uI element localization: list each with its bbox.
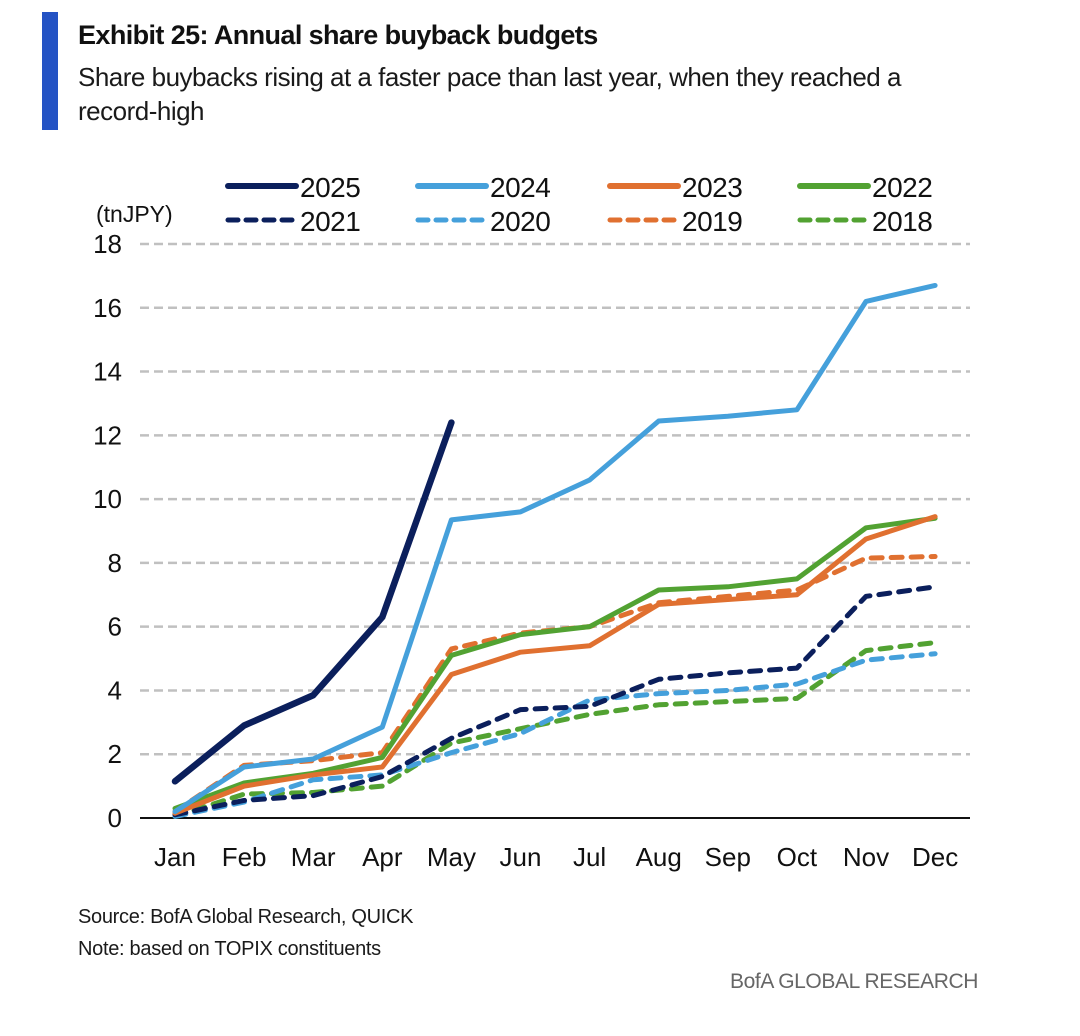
x-tick-label: Jul (573, 842, 606, 872)
footnote: Note: based on TOPIX constituents (78, 938, 381, 960)
legend: 2025 2024 2023 2022 2021 2020 2019 2018 (225, 172, 933, 237)
series-line-2025 (171, 419, 455, 785)
accent-bar (42, 12, 58, 130)
y-tick-label: 6 (108, 612, 122, 642)
x-tick-label: Oct (777, 842, 818, 872)
series-line-2018 (172, 640, 938, 819)
y-axis-ticks: 0 2 4 6 8 10 12 14 16 18 (93, 229, 122, 833)
legend-label: 2025 (300, 172, 360, 203)
y-tick-label: 0 (108, 803, 122, 833)
y-axis-unit-label: (tnJPY) (96, 201, 173, 227)
x-tick-label: Mar (291, 842, 336, 872)
x-tick-label: Dec (912, 842, 958, 872)
x-axis-ticks: Jan Feb Mar Apr May Jun Jul Aug Sep Oct Nov Dec (154, 842, 958, 872)
legend-label: 2019 (682, 206, 742, 237)
x-tick-label: May (427, 842, 476, 872)
y-tick-label: 18 (93, 229, 122, 259)
legend-label: 2022 (872, 172, 932, 203)
legend-item-2018: 2018 (797, 206, 933, 237)
series-line-2021 (172, 584, 938, 818)
y-tick-label: 2 (108, 739, 122, 769)
x-tick-label: Sep (705, 842, 751, 872)
legend-item-2022: 2022 (797, 172, 933, 203)
y-tick-label: 4 (108, 675, 122, 705)
chart-title: Exhibit 25: Annual share buyback budgets (78, 20, 598, 50)
series-line-2023 (172, 514, 938, 816)
y-tick-label: 16 (93, 293, 122, 323)
legend-item-2023: 2023 (607, 172, 743, 203)
series-line-2022 (172, 515, 938, 811)
x-tick-label: Jan (154, 842, 196, 872)
source-note: Source: BofA Global Research, QUICK (78, 906, 414, 928)
series-line-2024 (172, 282, 938, 815)
chart-subtitle: Share buybacks rising at a faster pace t… (78, 62, 901, 126)
x-tick-label: Aug (636, 842, 682, 872)
legend-item-2024: 2024 (415, 172, 551, 203)
legend-item-2025: 2025 (225, 172, 361, 203)
x-tick-label: Nov (843, 842, 889, 872)
legend-label: 2018 (872, 206, 932, 237)
y-tick-label: 10 (93, 484, 122, 514)
x-tick-label: Feb (222, 842, 267, 872)
x-tick-label: Apr (362, 842, 403, 872)
legend-label: 2020 (490, 206, 550, 237)
series-lines (171, 282, 938, 819)
legend-item-2021: 2021 (225, 206, 361, 237)
y-tick-label: 8 (108, 548, 122, 578)
y-tick-label: 12 (93, 420, 122, 450)
legend-item-2019: 2019 (607, 206, 743, 237)
legend-label: 2023 (682, 172, 742, 203)
gridlines (140, 242, 970, 819)
series-line-2020 (172, 651, 938, 819)
legend-item-2020: 2020 (415, 206, 551, 237)
y-tick-label: 14 (93, 357, 122, 387)
legend-label: 2021 (300, 206, 360, 237)
legend-label: 2024 (490, 172, 550, 203)
x-tick-label: Jun (500, 842, 542, 872)
brand-label: BofA GLOBAL RESEARCH (730, 970, 978, 993)
